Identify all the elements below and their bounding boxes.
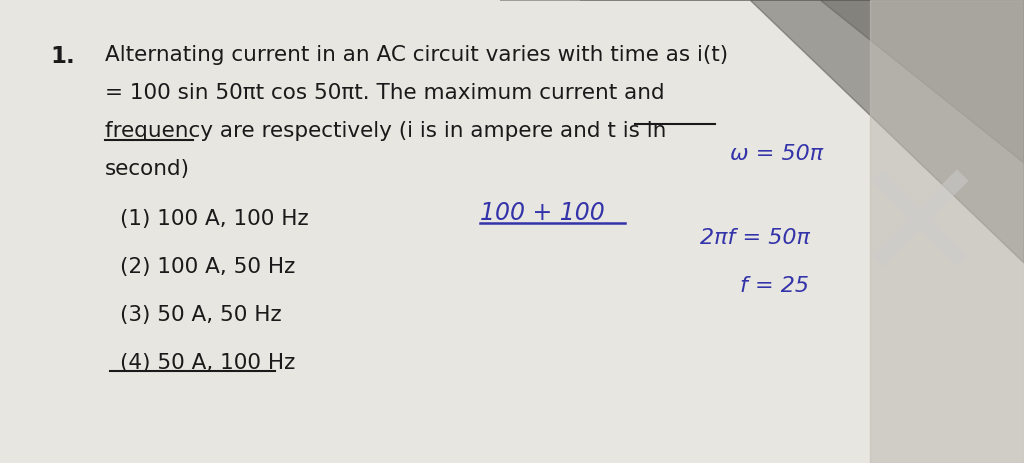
Polygon shape [500,0,1024,263]
Text: ✕: ✕ [850,151,990,314]
Text: Alternating current in an AC circuit varies with time as i(t): Alternating current in an AC circuit var… [105,45,728,65]
Polygon shape [870,0,1024,463]
Text: f = 25: f = 25 [740,276,809,296]
Text: = 100 sin 50πt cos 50πt. The maximum current and: = 100 sin 50πt cos 50πt. The maximum cur… [105,83,665,103]
Text: (4) 50 A, 100 Hz: (4) 50 A, 100 Hz [120,353,295,373]
Polygon shape [580,0,1024,163]
Text: (1) 100 A, 100 Hz: (1) 100 A, 100 Hz [120,209,308,229]
Text: (2) 100 A, 50 Hz: (2) 100 A, 50 Hz [120,257,295,277]
Text: 100 + 100: 100 + 100 [480,201,605,225]
Text: 2πf = 50π: 2πf = 50π [700,228,810,248]
Text: second): second) [105,159,190,179]
Text: (3) 50 A, 50 Hz: (3) 50 A, 50 Hz [120,305,282,325]
Text: 1.: 1. [50,45,75,68]
Text: ω = 50π: ω = 50π [730,144,823,164]
Text: frequency are respectively (i is in ampere and t is in: frequency are respectively (i is in ampe… [105,121,667,141]
